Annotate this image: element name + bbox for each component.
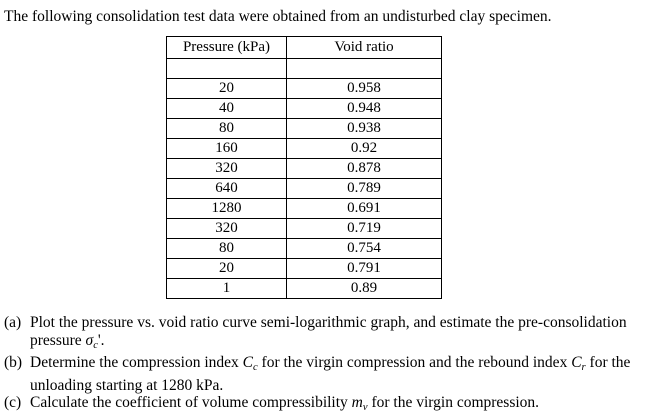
- text-segment: Calculate the coefficient of volume comp…: [30, 394, 352, 412]
- questions: (a) Plot the pressure vs. void ratio curv…: [4, 314, 649, 417]
- consolidation-data-table: Pressure (kPa) Void ratio 20 0.958 40 0.948…: [166, 36, 442, 299]
- pressure-cell: 1280: [166, 198, 287, 219]
- void-ratio-cell: 0.691: [286, 198, 442, 219]
- void-ratio-cell: 0.958: [286, 78, 442, 99]
- void-ratio-cell: 0.938: [286, 118, 442, 139]
- table-header: Pressure (kPa) Void ratio: [166, 36, 442, 79]
- question-b: (b) Determine the compression index Cc fo…: [4, 354, 649, 394]
- text-segment: c: [93, 339, 98, 351]
- table-row: 20 0.791: [166, 258, 442, 279]
- text-segment: '.: [97, 331, 105, 349]
- void-ratio-cell: 0.789: [286, 178, 442, 199]
- column-header-void-ratio: Void ratio: [286, 36, 442, 59]
- question-text: Plot the pressure vs. void ratio curve s…: [30, 314, 649, 354]
- text-segment: c: [252, 362, 258, 374]
- pressure-cell: 320: [166, 218, 287, 239]
- pressure-cell: 80: [166, 238, 287, 259]
- text-segment: for the unloading starting at 1280 kPa.: [30, 354, 631, 394]
- void-ratio-cell: 0.791: [286, 258, 442, 279]
- table-row: 40 0.948: [166, 98, 442, 119]
- problem-statement: The following consolidation test data we…: [4, 8, 552, 25]
- pressure-cell: 640: [166, 178, 287, 199]
- void-ratio-cell: 0.878: [286, 158, 442, 179]
- pressure-cell: 80: [166, 118, 287, 139]
- table-row: 160 0.92: [166, 138, 442, 159]
- text-segment: for the virgin compression.: [367, 394, 540, 412]
- question-text: Calculate the coefficient of volume comp…: [30, 394, 649, 417]
- void-ratio-cell: 0.948: [286, 98, 442, 119]
- table-row: 20 0.958: [166, 78, 442, 99]
- question-c: (c) Calculate the coefficient of volume c…: [4, 394, 649, 417]
- table-header-row: Pressure (kPa) Void ratio: [166, 36, 442, 59]
- text-segment: m: [351, 394, 363, 412]
- pressure-cell: 20: [166, 258, 287, 279]
- table-row: 80 0.938: [166, 118, 442, 139]
- table-row: 320 0.878: [166, 158, 442, 179]
- void-ratio-cell: 0.719: [286, 218, 442, 239]
- void-ratio-cell: 0.89: [286, 278, 442, 299]
- question-label: (b): [4, 354, 23, 372]
- text-segment: for the virgin compression and the rebou…: [257, 354, 572, 372]
- empty-cell: [286, 58, 442, 79]
- pressure-cell: 1: [166, 278, 287, 299]
- text-segment: v: [362, 402, 368, 414]
- question-a: (a) Plot the pressure vs. void ratio curv…: [4, 314, 649, 354]
- table-row: 1280 0.691: [166, 198, 442, 219]
- empty-cell: [166, 58, 287, 79]
- text-segment: Determine the compression index: [30, 354, 243, 372]
- table-row: 1 0.89: [166, 278, 442, 299]
- text-segment: σ: [85, 331, 94, 349]
- text-segment: C: [242, 354, 253, 372]
- column-header-pressure: Pressure (kPa): [166, 36, 287, 59]
- table-row: 80 0.754: [166, 238, 442, 259]
- table-row: 320 0.719: [166, 218, 442, 239]
- question-label: (a): [4, 314, 22, 331]
- text-segment: r: [581, 362, 586, 374]
- text-segment: Plot the pressure vs. void ratio curve s…: [30, 314, 627, 349]
- text-segment: C: [571, 354, 582, 372]
- void-ratio-cell: 0.754: [286, 238, 442, 259]
- table-body: 20 0.958 40 0.948 80 0.938 160 0.92 320 0.878 640 0…: [166, 78, 442, 299]
- question-text: Determine the compression index Cc for t…: [30, 354, 649, 394]
- table-empty-row: [166, 58, 442, 79]
- table-row: 640 0.789: [166, 178, 442, 199]
- question-label: (c): [4, 394, 22, 412]
- void-ratio-cell: 0.92: [286, 138, 442, 159]
- pressure-cell: 320: [166, 158, 287, 179]
- pressure-cell: 20: [166, 78, 287, 99]
- pressure-cell: 40: [166, 98, 287, 119]
- pressure-cell: 160: [166, 138, 287, 159]
